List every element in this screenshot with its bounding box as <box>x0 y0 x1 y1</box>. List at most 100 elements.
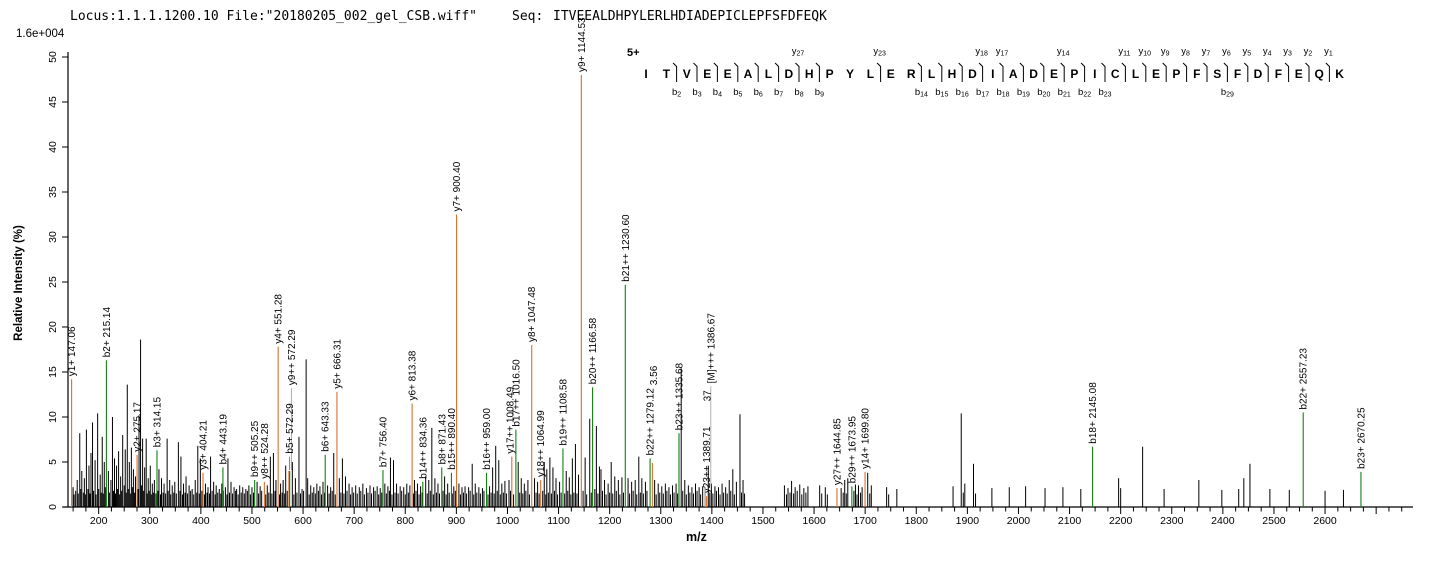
ladder-residue: P <box>1070 67 1078 81</box>
ion-label: y4+ 551.28 <box>274 294 285 344</box>
ladder-residue: D <box>784 67 793 81</box>
ion-label: y14+ 1699.80 <box>861 408 872 469</box>
ladder-y-ion-label: y27 <box>792 46 805 58</box>
cleavage-bar <box>978 62 984 82</box>
ladder-b-ion-label: b2 <box>672 87 681 99</box>
cleavage-bar <box>672 62 678 82</box>
ion-label: y6+ 813.38 <box>408 350 419 400</box>
ladder-residue: L <box>1132 67 1139 81</box>
ladder-y-ion-label: y8 <box>1181 46 1190 58</box>
ladder-residue: R <box>907 67 916 81</box>
ladder-residue: E <box>724 67 732 81</box>
ion-label: y9++ 572.29 <box>287 329 298 385</box>
ladder-residue: F <box>1193 67 1200 81</box>
ladder-residue: E <box>1295 67 1303 81</box>
cleavage-bar <box>1019 62 1024 82</box>
ladder-y-ion-label: y10 <box>1139 46 1152 58</box>
ladder-residue: E <box>1152 67 1160 81</box>
x-tick-label: 1100 <box>547 515 570 527</box>
ladder-residue: I <box>991 67 994 81</box>
cleavage-bar <box>733 62 739 82</box>
cleavage-bar <box>815 62 820 82</box>
x-tick-label: 2600 <box>1313 515 1337 527</box>
ladder-residue: I <box>1093 67 1096 81</box>
x-tick-label: 900 <box>448 515 466 527</box>
cleavage-bar <box>1223 62 1228 82</box>
ladder-b-ion-label: b6 <box>754 87 763 99</box>
ion-label: b21++ 1230.60 <box>621 214 632 282</box>
x-tick-label: 500 <box>243 515 261 527</box>
ion-label: y17++ 1008.49 <box>506 386 517 453</box>
y-axis-title: Relative Intensity (%) <box>13 225 25 341</box>
ladder-residue: E <box>887 67 895 81</box>
ladder-y-ion-label: y11 <box>1118 46 1130 58</box>
ladder-b-ion-label: b29 <box>1221 87 1234 99</box>
x-tick-label: 2000 <box>1007 515 1031 527</box>
ladder-y-ion-label: y18 <box>975 46 988 58</box>
peptide-sequence-text: ITVEEALDHPYLERLHDIADEPICLEPFSFDFEQK <box>553 9 827 24</box>
ion-label: b5+ 572.29 <box>285 403 296 454</box>
ladder-residue: H <box>948 67 957 81</box>
ladder-y-ion-label: y3 <box>1283 46 1292 58</box>
ladder-y-ion-label: y17 <box>996 46 1009 58</box>
cleavage-bar <box>1305 62 1310 82</box>
ladder-y-ion-label: y7 <box>1202 46 1211 58</box>
x-tick-label: 800 <box>396 515 414 527</box>
y-tick-label: 45 <box>47 96 59 108</box>
x-tick-label: 1700 <box>853 515 877 527</box>
cleavage-bar <box>774 62 780 82</box>
x-tick-label: 2400 <box>1211 515 1235 527</box>
ion-label: b17++ 1016.50 <box>511 359 522 427</box>
ion-label: y3+ 404.21 <box>199 420 210 470</box>
cleavage-bar <box>1182 62 1188 82</box>
precursor-charge-label: 5+ <box>627 47 640 59</box>
x-tick-label: 300 <box>141 515 159 527</box>
ladder-b-ion-label: b22 <box>1078 87 1091 99</box>
cleavage-bar <box>795 62 800 82</box>
ion-label: b4+ 443.19 <box>218 414 229 465</box>
cleavage-bar <box>937 62 943 82</box>
cleavage-bar <box>1101 62 1106 82</box>
ladder-residue: Y <box>846 67 854 81</box>
y-tick-label: 10 <box>47 411 59 423</box>
x-tick-label: 1600 <box>802 515 826 527</box>
ladder-y-ion-label: y9 <box>1161 46 1170 58</box>
ion-label: b29++ 1673.95 <box>847 416 858 484</box>
ladder-b-ion-label: b7 <box>774 87 783 99</box>
ladder-y-ion-label: y5 <box>1242 46 1251 58</box>
ladder-y-ion-label: y2 <box>1304 46 1313 58</box>
ion-label: b9++ 505.25 <box>250 420 261 477</box>
x-tick-label: 1000 <box>496 515 520 527</box>
ladder-b-ion-label: b21 <box>1058 87 1071 99</box>
x-tick-label: 400 <box>192 515 210 527</box>
ion-label: 3.56 <box>649 365 660 385</box>
y-tick-label: 25 <box>47 276 59 288</box>
ion-label: b6+ 643.33 <box>321 401 332 452</box>
y-tick-label: 0 <box>47 504 59 510</box>
ion-label: [M]+++ 1386.67 <box>706 313 717 384</box>
ion-label: y8+ 1047.48 <box>527 286 538 342</box>
ladder-residue: C <box>1111 67 1120 81</box>
x-tick-label: 2100 <box>1058 515 1082 527</box>
ladder-residue: E <box>1050 67 1058 81</box>
ladder-residue: T <box>663 67 671 81</box>
ladder-b-ion-label: b16 <box>956 87 969 99</box>
ion-label: b14++ 834.36 <box>418 417 429 479</box>
x-axis-title: m/z <box>686 530 707 544</box>
ladder-b-ion-label: b14 <box>915 87 928 99</box>
x-tick-label: 600 <box>294 515 312 527</box>
ladder-residue: D <box>1029 67 1038 81</box>
ladder-residue: V <box>683 67 691 81</box>
y-tick-label: 35 <box>47 186 59 198</box>
ion-label: b20++ 1166.58 <box>588 317 599 384</box>
x-tick-label: 2500 <box>1262 515 1286 527</box>
ladder-y-ion-label: y1 <box>1324 46 1333 58</box>
x-tick-label: 1800 <box>905 515 929 527</box>
ion-label: b19++ 1108.58 <box>558 379 569 446</box>
ladder-y-ion-label: y4 <box>1263 46 1272 58</box>
ion-label: b8+ 871.43 <box>437 414 448 465</box>
cleavage-bar <box>754 62 759 82</box>
ladder-residue: L <box>867 67 874 81</box>
ladder-b-ion-label: b17 <box>976 87 989 99</box>
ladder-residue: P <box>826 67 834 81</box>
